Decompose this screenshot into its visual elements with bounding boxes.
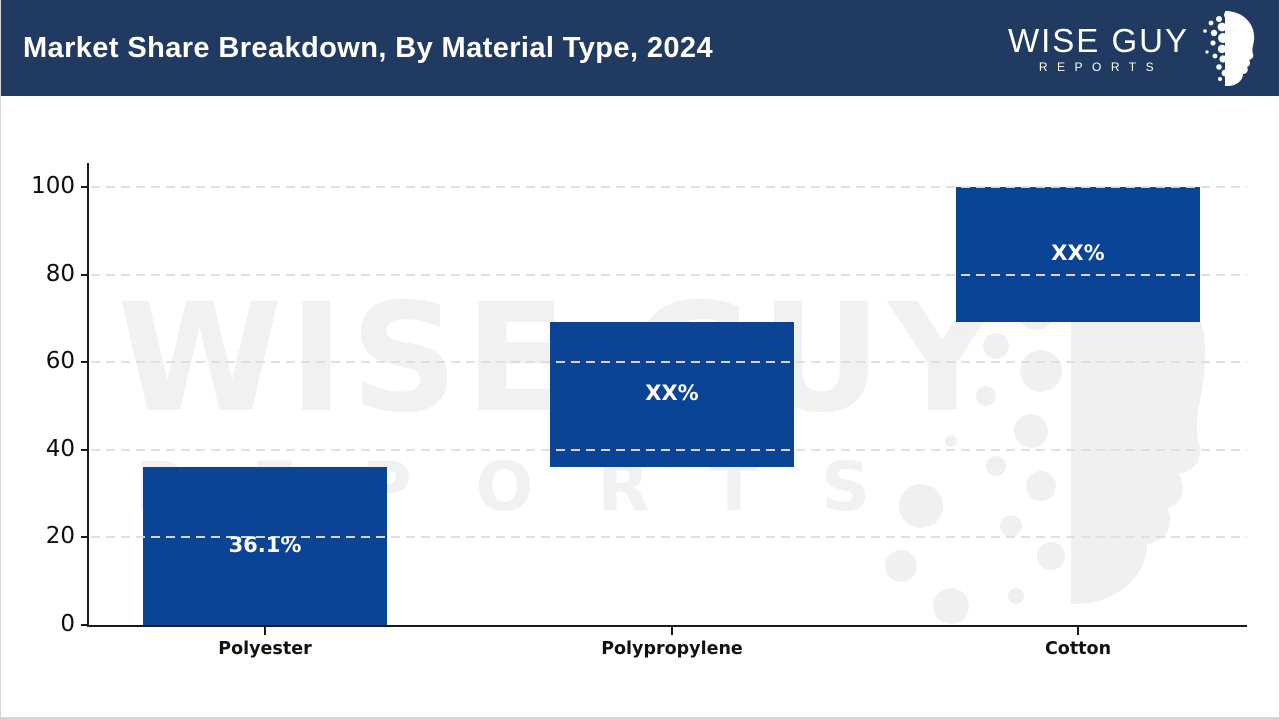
y-axis-tick-label: 100	[31, 173, 75, 199]
y-axis-tick	[81, 361, 89, 364]
dotted-face-icon	[1203, 11, 1255, 86]
x-axis-category-label: Polypropylene	[601, 639, 743, 659]
brand-tagline: REPORTS	[1038, 59, 1164, 74]
y-axis-tick-label: 0	[60, 611, 75, 637]
y-axis-tick	[81, 448, 89, 451]
bar-value-label: 36.1%	[228, 532, 302, 557]
gridline	[91, 448, 1247, 451]
y-axis-tick-label: 60	[45, 348, 75, 375]
y-axis-line	[87, 163, 89, 627]
x-axis-tick	[671, 627, 673, 635]
x-axis-tick	[264, 627, 266, 635]
bar-value-label: XX%	[645, 381, 699, 406]
y-axis-tick	[81, 624, 89, 626]
chart-canvas: WISE GUY REPORTS 36.1% XX% XX% 0 20 40 60 80 100…	[1, 96, 1279, 717]
y-axis-tick	[81, 536, 89, 539]
gridline	[91, 273, 1247, 276]
y-axis-tick-label: 80	[45, 260, 75, 287]
bar-polypropylene	[550, 321, 794, 467]
page-title: Market Share Breakdown, By Material Type…	[23, 31, 713, 64]
x-axis-category-label: Cotton	[1044, 639, 1112, 659]
gridline	[91, 186, 1247, 188]
bar-polyester	[143, 466, 387, 625]
y-axis-tick-label: 20	[45, 523, 75, 550]
brand-name: WISE GUY	[1007, 21, 1189, 59]
gridline	[91, 361, 1247, 364]
y-axis-tick	[81, 186, 89, 188]
gridline	[91, 536, 1247, 539]
y-axis-tick-label: 40	[45, 435, 75, 462]
y-axis-tick	[81, 273, 89, 276]
x-axis-category-label: Polyester	[218, 639, 312, 659]
x-axis-tick	[1077, 627, 1079, 635]
header: Market Share Breakdown, By Material Type…	[1, 0, 1279, 96]
x-axis-line	[89, 625, 1247, 627]
brand-logo: WISE GUY REPORTS	[1008, 9, 1257, 87]
brand-logo-text: WISE GUY REPORTS	[1008, 24, 1189, 73]
bar-value-label: XX%	[1051, 241, 1105, 266]
